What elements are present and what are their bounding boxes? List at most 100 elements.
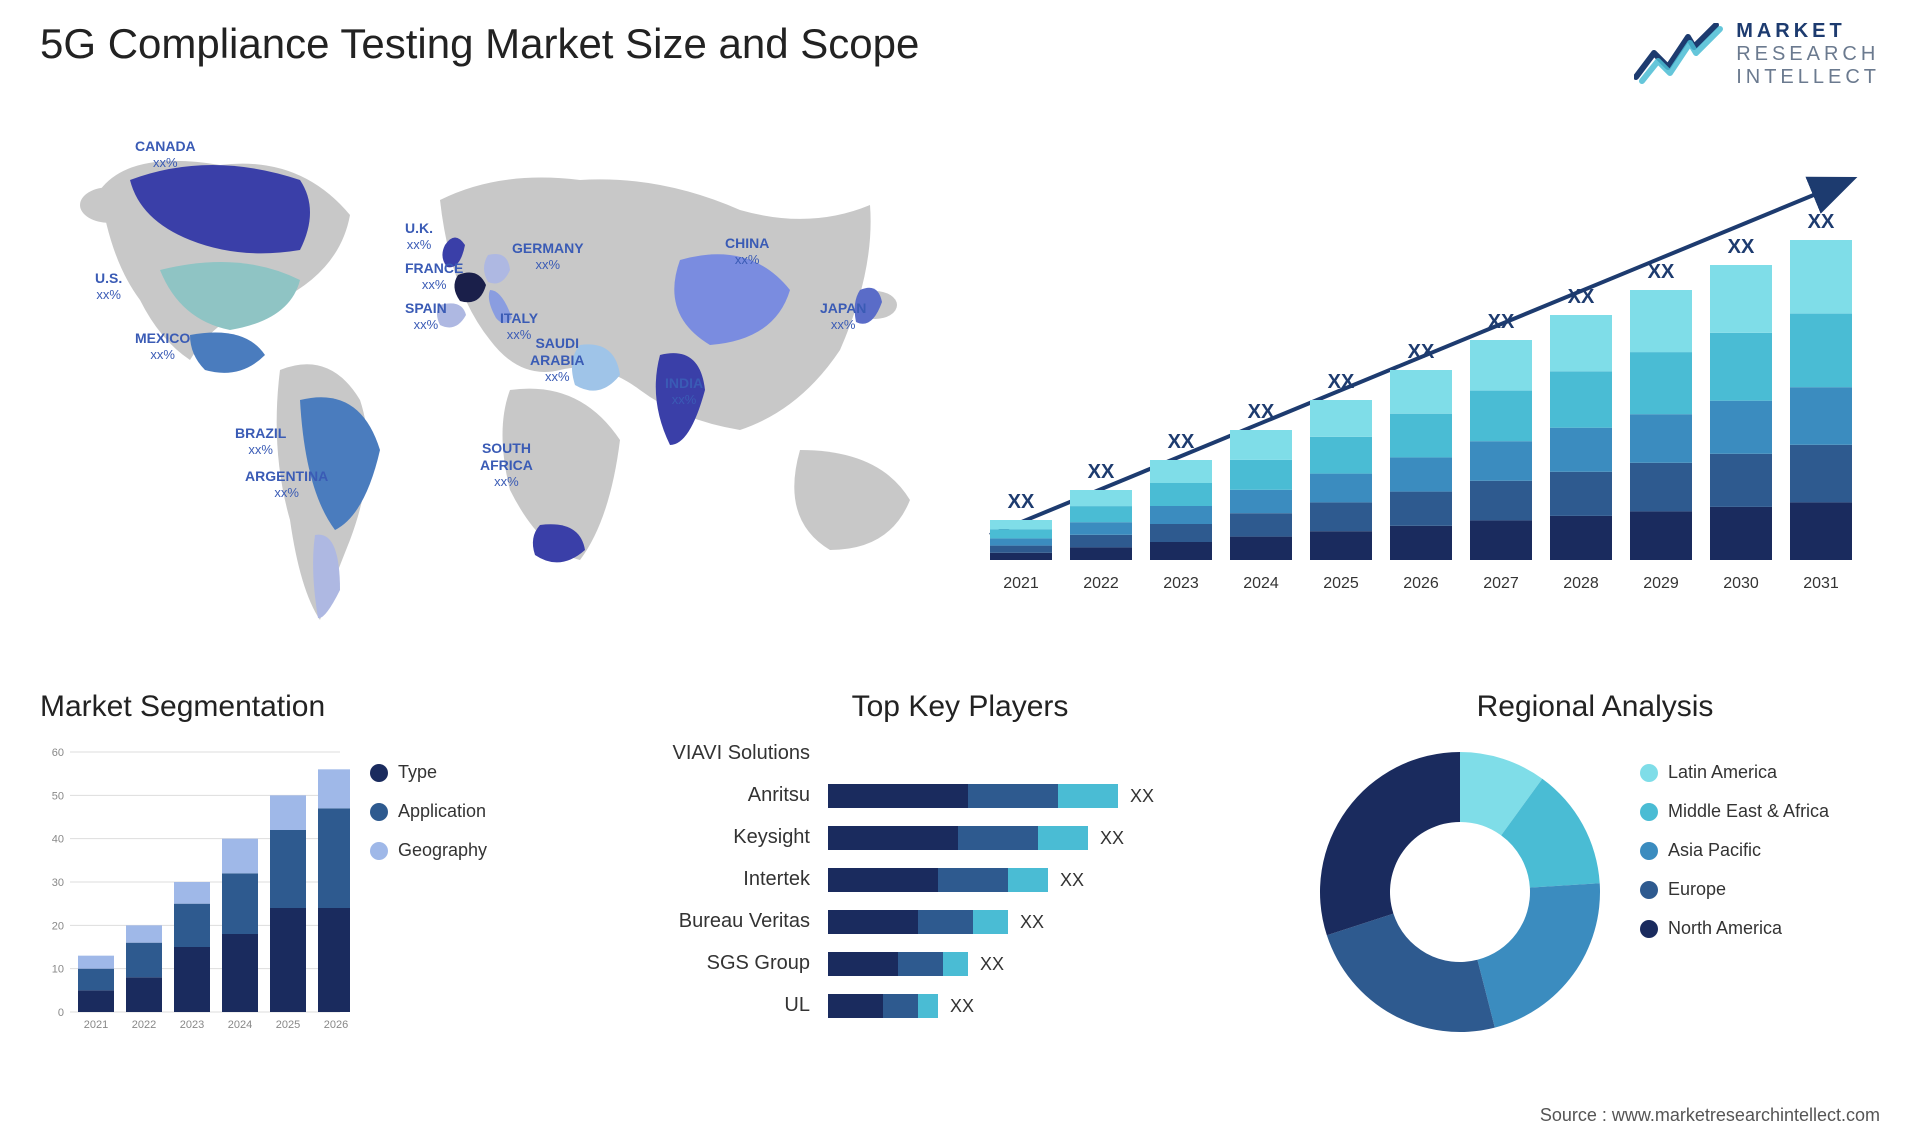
- player-name: UL: [640, 994, 810, 1018]
- regional-donut: [1310, 742, 1610, 1042]
- map-label: CANADAxx%: [135, 138, 196, 170]
- svg-text:2022: 2022: [1083, 575, 1119, 592]
- legend-label: Latin America: [1668, 762, 1777, 783]
- map-label: GERMANYxx%: [512, 240, 584, 272]
- header: 5G Compliance Testing Market Size and Sc…: [40, 20, 1880, 89]
- svg-text:40: 40: [52, 834, 64, 846]
- player-name: Keysight: [640, 826, 810, 850]
- player-bar-label: XX: [1100, 828, 1124, 849]
- player-bar-label: XX: [1060, 870, 1084, 891]
- player-bar-segment: [1038, 826, 1088, 850]
- segmentation-section: Market Segmentation 01020304050602021202…: [40, 690, 600, 1042]
- source-text: Source : www.marketresearchintellect.com: [1540, 1105, 1880, 1126]
- player-bar-row: XX: [828, 868, 1280, 892]
- player-bar-segment: [1058, 784, 1118, 808]
- legend-item: Application: [370, 801, 487, 822]
- svg-text:30: 30: [52, 877, 64, 889]
- svg-text:XX: XX: [1568, 286, 1595, 308]
- svg-text:2024: 2024: [1243, 575, 1279, 592]
- world-map: CANADAxx%U.S.xx%MEXICOxx%BRAZILxx%ARGENT…: [40, 120, 940, 640]
- player-bar-segment: [968, 784, 1058, 808]
- svg-text:XX: XX: [1408, 341, 1435, 363]
- player-bar-row: XX: [828, 826, 1280, 850]
- logo-line2: RESEARCH: [1736, 43, 1880, 66]
- logo-line1: MARKET: [1736, 20, 1880, 43]
- segmentation-legend: Type Application Geography: [370, 762, 487, 1042]
- player-bar-segment: [828, 784, 968, 808]
- players-section: Top Key Players VIAVI Solutions Anritsu Ke…: [640, 690, 1280, 1018]
- svg-text:60: 60: [52, 747, 64, 759]
- legend-label: Geography: [398, 840, 487, 861]
- legend-label: Type: [398, 762, 437, 783]
- map-label: U.S.xx%: [95, 270, 122, 302]
- svg-text:XX: XX: [1008, 491, 1035, 513]
- player-bar-label: XX: [1130, 786, 1154, 807]
- svg-text:2023: 2023: [180, 1019, 204, 1031]
- segmentation-title: Market Segmentation: [40, 690, 600, 724]
- player-name: Intertek: [640, 868, 810, 892]
- legend-item: Latin America: [1640, 762, 1829, 783]
- regional-title: Regional Analysis: [1310, 690, 1880, 724]
- svg-text:20: 20: [52, 920, 64, 932]
- player-name: Anritsu: [640, 784, 810, 808]
- legend-swatch: [1640, 881, 1658, 899]
- player-bar-label: XX: [980, 954, 1004, 975]
- player-bar-segment: [828, 910, 918, 934]
- player-name: Bureau Veritas: [640, 910, 810, 934]
- svg-text:XX: XX: [1168, 431, 1195, 453]
- player-bar: [828, 952, 968, 976]
- player-bar-segment: [1008, 868, 1048, 892]
- svg-text:0: 0: [58, 1007, 64, 1019]
- player-bars-column: XX XX XX XX XX XX: [828, 742, 1280, 1018]
- logo-text: MARKET RESEARCH INTELLECT: [1736, 20, 1880, 89]
- legend-label: Europe: [1668, 879, 1726, 900]
- player-bar: [828, 826, 1088, 850]
- svg-text:2028: 2028: [1563, 575, 1599, 592]
- legend-item: North America: [1640, 918, 1829, 939]
- regional-section: Regional Analysis Latin America Middle Ea…: [1310, 690, 1880, 1042]
- legend-swatch: [370, 764, 388, 782]
- players-title: Top Key Players: [640, 690, 1280, 724]
- player-bar-row: [828, 742, 1280, 766]
- svg-text:2025: 2025: [276, 1019, 300, 1031]
- logo: MARKET RESEARCH INTELLECT: [1634, 20, 1880, 89]
- player-bar-segment: [943, 952, 968, 976]
- svg-text:2025: 2025: [1323, 575, 1359, 592]
- svg-text:XX: XX: [1088, 461, 1115, 483]
- player-bar-segment: [973, 910, 1008, 934]
- map-label: BRAZILxx%: [235, 425, 286, 457]
- regional-legend: Latin America Middle East & Africa Asia Pa…: [1640, 762, 1829, 939]
- svg-text:XX: XX: [1648, 261, 1675, 283]
- svg-text:XX: XX: [1808, 211, 1835, 233]
- player-bar-row: XX: [828, 994, 1280, 1018]
- player-bar-segment: [918, 910, 973, 934]
- player-bar-row: XX: [828, 910, 1280, 934]
- legend-swatch: [1640, 920, 1658, 938]
- player-name: VIAVI Solutions: [640, 742, 810, 766]
- map-label: SAUDIARABIAxx%: [530, 335, 584, 384]
- player-bar-label: XX: [950, 996, 974, 1017]
- player-bar-segment: [918, 994, 938, 1018]
- map-label: CHINAxx%: [725, 235, 769, 267]
- growth-chart: XX2021XX2022XX2023XX2024XX2025XX2026XX20…: [970, 140, 1880, 630]
- segmentation-chart: 0102030405060202120222023202420252026: [40, 742, 350, 1042]
- svg-text:2031: 2031: [1803, 575, 1839, 592]
- legend-item: Middle East & Africa: [1640, 801, 1829, 822]
- player-bar: [828, 994, 938, 1018]
- player-bar: [828, 784, 1118, 808]
- svg-text:2026: 2026: [1403, 575, 1439, 592]
- player-bar-segment: [828, 868, 938, 892]
- player-bar-segment: [958, 826, 1038, 850]
- logo-line3: INTELLECT: [1736, 66, 1880, 89]
- growth-chart-svg: XX2021XX2022XX2023XX2024XX2025XX2026XX20…: [970, 140, 1880, 630]
- legend-item: Europe: [1640, 879, 1829, 900]
- legend-item: Type: [370, 762, 487, 783]
- legend-swatch: [1640, 803, 1658, 821]
- svg-text:XX: XX: [1728, 236, 1755, 258]
- logo-icon: [1634, 23, 1724, 87]
- svg-text:XX: XX: [1488, 311, 1515, 333]
- svg-text:XX: XX: [1328, 371, 1355, 393]
- legend-item: Geography: [370, 840, 487, 861]
- legend-label: Asia Pacific: [1668, 840, 1761, 861]
- player-bar-segment: [828, 994, 883, 1018]
